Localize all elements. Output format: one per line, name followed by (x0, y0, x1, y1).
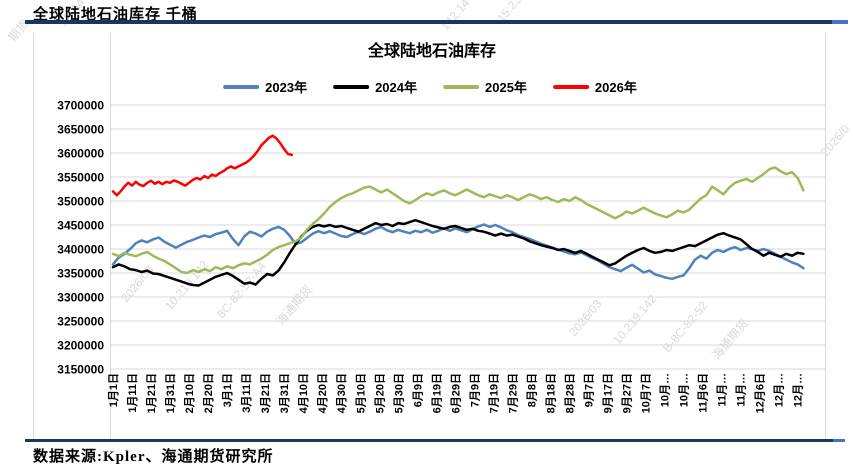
x-tick-label: 6月9日 (411, 373, 424, 407)
legend-swatch-2023 (223, 84, 260, 89)
x-tick-label: 7月19日 (487, 373, 500, 413)
legend-label-2024: 2024年 (375, 80, 417, 95)
header-rule-cap (832, 20, 848, 24)
x-tick-label: 3月1日 (221, 373, 234, 407)
x-tick-label: 11月6日 (697, 373, 710, 413)
legend-label-2026: 2026年 (594, 80, 637, 95)
legend-label-2023: 2023年 (265, 80, 308, 95)
legend-item-2024: 2024年 (333, 77, 417, 96)
x-tick-label: 8月28日 (563, 373, 576, 413)
y-tick-label: 3400000 (57, 243, 104, 257)
x-tick-label: 3月21日 (259, 373, 272, 413)
x-tick-label: 8月18日 (544, 373, 557, 413)
legend-swatch-2025 (443, 84, 479, 89)
x-tick-label: 12月6日 (754, 373, 767, 413)
legend-item-2025: 2025年 (443, 77, 527, 96)
x-tick-label: 5月30日 (392, 373, 405, 413)
y-tick-label: 3650000 (57, 123, 104, 137)
legend-swatch-2026 (552, 84, 589, 89)
y-tick-label: 3250000 (57, 315, 104, 329)
x-tick-label: 4月30日 (335, 373, 348, 413)
legend-item-2026: 2026年 (552, 77, 637, 96)
y-tick-label: 3300000 (57, 291, 104, 305)
x-tick-label: 3月31日 (278, 373, 291, 413)
x-tick-label: 5月10日 (354, 373, 367, 413)
chart-legend: 2023年 2024年 2025年 2026年 (223, 77, 637, 96)
x-tick-label: 11月… (716, 373, 729, 407)
x-tick-label: 12月… (773, 373, 786, 407)
plot-borders (33, 33, 826, 439)
y-tick-label: 3600000 (57, 147, 104, 161)
series-line-2023年 (111, 223, 805, 281)
header-rule (25, 20, 832, 24)
y-tick-label: 3450000 (57, 219, 104, 233)
x-tick-label: 2月10日 (183, 373, 196, 413)
x-tick-label: 1月1日 (107, 373, 120, 407)
y-axis-labels: 3150000 3200000 3250000 3300000 3350000 34000… (57, 99, 104, 377)
x-tick-label: 6月19日 (430, 373, 443, 413)
x-tick-label: 8月8日 (525, 373, 538, 407)
x-tick-label: 2月20日 (202, 373, 215, 413)
y-tick-label: 3550000 (57, 171, 104, 185)
data-source: 数据来源:Kpler、海通期货研究所 (33, 449, 274, 465)
y-tick-label: 3500000 (57, 195, 104, 209)
x-tick-label: 5月20日 (373, 373, 386, 413)
x-tick-label: 9月7日 (583, 373, 596, 407)
x-tick-label: 10月7日 (640, 373, 653, 413)
gridlines (110, 104, 825, 370)
y-tick-label: 3700000 (57, 99, 104, 113)
legend-label-2025: 2025年 (485, 80, 527, 95)
legend-swatch-2024 (333, 84, 370, 89)
x-tick-label: 1月11日 (126, 373, 139, 413)
x-tick-label: 4月10日 (297, 373, 310, 413)
x-tick-label: 6月29日 (449, 373, 462, 413)
chart-title: 全球陆地石油库存 (367, 43, 497, 60)
x-tick-label: 4月20日 (316, 373, 329, 413)
x-tick-label: 11月… (735, 373, 748, 407)
x-tick-label: 10月… (659, 373, 672, 407)
y-tick-label: 3150000 (57, 363, 104, 377)
x-tick-label: 3月11日 (240, 373, 253, 413)
x-tick-label: 1月21日 (145, 373, 158, 413)
legend-item-2023: 2023年 (223, 77, 307, 96)
series-line-2025年 (111, 166, 805, 275)
x-axis-labels: 1月1日 1月11日 1月21日 1月31日 2月10日 2月20日 3月1日 3月11日 3月… (107, 373, 805, 413)
series-line-2026年 (111, 134, 294, 197)
x-tick-label: 9月17日 (602, 373, 615, 413)
x-tick-label: 10月… (678, 373, 691, 407)
series-line-2024年 (111, 218, 805, 287)
footer-rule-cap (833, 439, 845, 442)
y-tick-label: 3350000 (57, 267, 104, 281)
report-title: 全球陆地石油库存 千桶 (33, 7, 198, 23)
x-tick-label: 7月9日 (468, 373, 481, 407)
x-tick-label: 1月31日 (164, 373, 177, 413)
x-tick-label: 12月… (792, 373, 805, 407)
x-tick-label: 7月29日 (506, 373, 519, 413)
x-tick-label: 9月27日 (621, 373, 634, 413)
y-tick-label: 3200000 (57, 339, 104, 353)
footer-rule (25, 439, 833, 442)
